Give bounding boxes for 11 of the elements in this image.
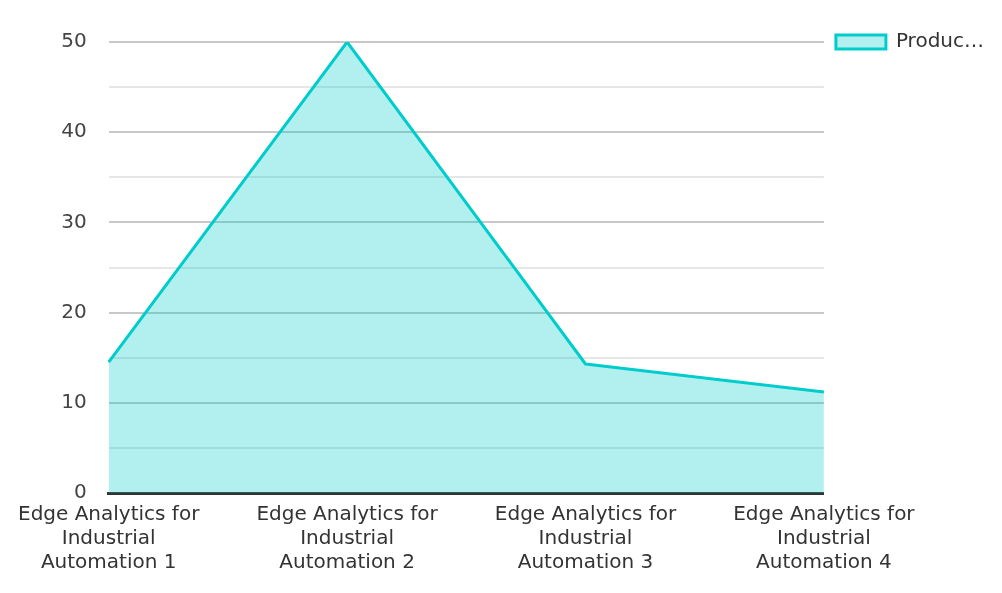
y-tick-label: 30 [61,208,87,233]
y-tick-label: 40 [61,118,87,143]
y-tick-label: 10 [61,389,87,413]
y-tick-label: 50 [61,28,87,53]
y-tick-label: 0 [73,479,87,504]
x-tick-label: Edge Analytics for Industrial Automation 3 [494,501,677,574]
y-tick-label: 20 [61,298,87,323]
legend-label: Produc… [895,28,985,53]
x-tick-label: Edge Analytics for Industrial Automation 1 [18,501,201,574]
x-tick-label: Edge Analytics for Industrial Automation 4 [733,501,916,574]
x-tick-label: Edge Analytics for Industrial Automation 2 [256,501,439,574]
